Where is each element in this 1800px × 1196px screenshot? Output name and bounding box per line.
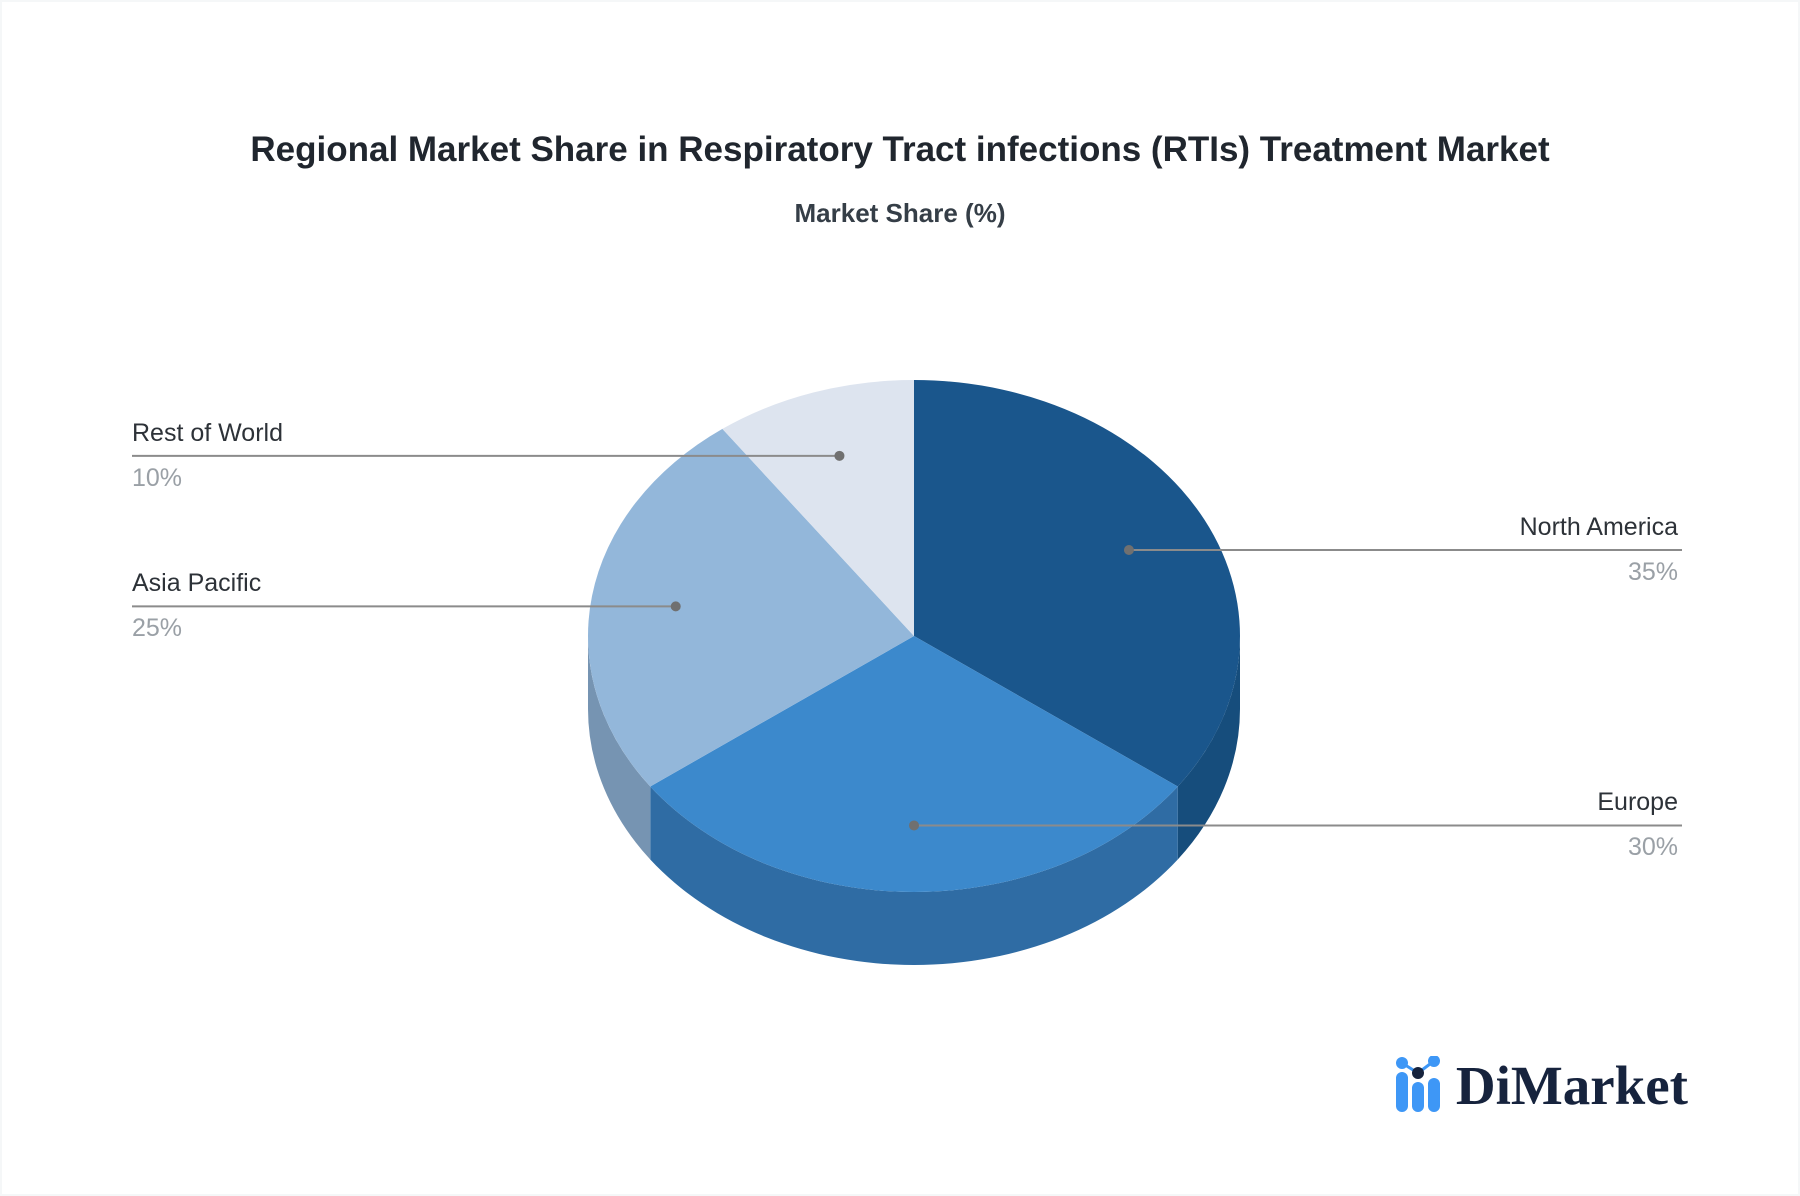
- pie-slice-rest-of-world[interactable]: [722, 380, 914, 636]
- pie-slice-asia-pacific[interactable]: [588, 428, 914, 787]
- pie-label-percent: 35%: [1627, 557, 1678, 586]
- label-connector-dot-asia-pacific: [670, 601, 681, 612]
- pie-label-europe: Europe 30%: [1258, 788, 1678, 861]
- pie-label-north-america: North America 35%: [1258, 513, 1678, 586]
- pie-label-percent: 30%: [1627, 833, 1678, 862]
- pie-wall-north-america: [1177, 636, 1240, 860]
- pie-label-asia-pacific: Asia Pacific 25%: [132, 569, 552, 642]
- pie-label-name: Asia Pacific: [132, 569, 262, 598]
- brand-logo: DiMarket: [1395, 1055, 1688, 1116]
- pie-label-name: Europe: [1597, 788, 1678, 817]
- pie-label-name: Rest of World: [132, 418, 283, 447]
- pie-label-percent: 10%: [132, 463, 183, 492]
- label-connector-dot-europe: [909, 820, 919, 831]
- bar-line-chart-icon: [1395, 1056, 1440, 1112]
- pie-label-rest-of-world: Rest of World 10%: [132, 419, 552, 492]
- label-connector-dot-rest-of-world: [834, 450, 845, 461]
- brand-logo-text: DiMarket: [1455, 1055, 1688, 1116]
- pie-slice-europe[interactable]: [650, 636, 1178, 892]
- label-connector-dot-north-america: [1123, 544, 1134, 555]
- pie-label-connectors: [132, 450, 1682, 831]
- pie-label-name: North America: [1519, 512, 1678, 541]
- chart-subtitle: Market Share (%): [794, 198, 1006, 228]
- chart-title: Regional Market Share in Respiratory Tra…: [250, 130, 1550, 169]
- pie-slice-north-america[interactable]: [914, 380, 1240, 787]
- pie-label-percent: 25%: [132, 614, 183, 643]
- pie-slices: [588, 380, 1240, 892]
- pie-3d-walls: [588, 636, 1240, 965]
- pie-wall-asia-pacific: [588, 636, 651, 860]
- pie-wall-europe: [650, 786, 1178, 965]
